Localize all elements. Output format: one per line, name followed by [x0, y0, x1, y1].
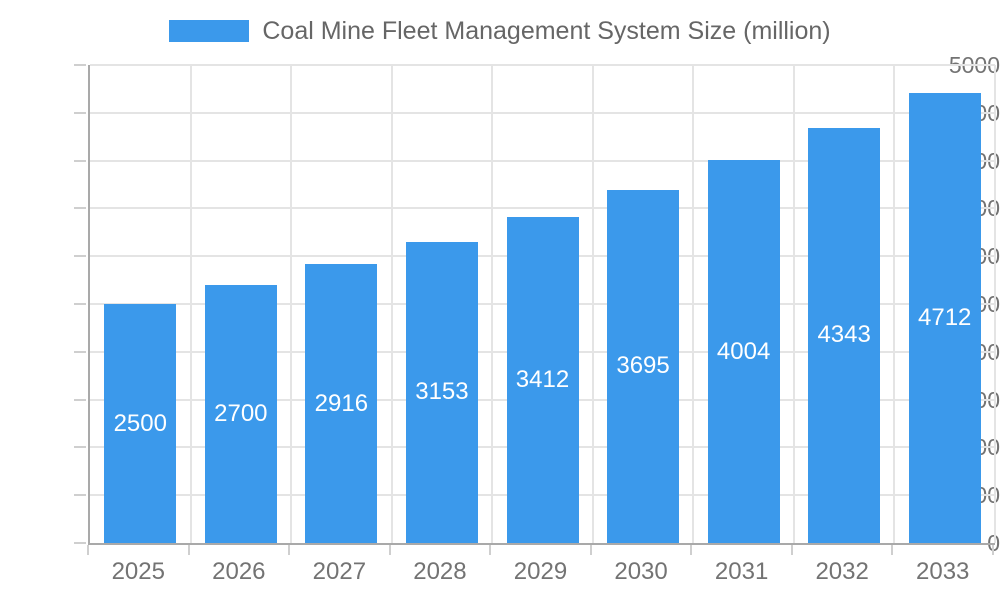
y-gridline: [90, 207, 995, 210]
bar[interactable]: 4004: [707, 160, 780, 543]
y-axis-tick: [74, 494, 86, 497]
x-axis-tick-label: 2028: [413, 558, 467, 585]
y-gridline: [90, 159, 995, 162]
bar-value-label: 3153: [415, 378, 469, 406]
y-axis-tick: [74, 398, 86, 401]
x-axis-tick: [87, 545, 89, 555]
x-axis-tick-label: 2025: [111, 558, 165, 585]
bar-value-label: 3412: [515, 365, 570, 393]
x-axis-tick: [690, 545, 693, 555]
x-axis-tick-label: 2030: [614, 558, 668, 585]
bar-value-label: 4004: [716, 337, 771, 365]
x-axis-tick: [992, 545, 994, 555]
y-axis-tick: [74, 207, 86, 210]
x-axis-tick: [891, 545, 894, 555]
legend-swatch-icon: [169, 20, 250, 42]
y-axis-tick: [74, 542, 86, 544]
bar[interactable]: 3695: [607, 189, 680, 543]
bar[interactable]: 2500: [104, 304, 177, 543]
bar[interactable]: 3153: [405, 241, 478, 543]
x-axis-tick: [388, 545, 391, 555]
y-axis-tick: [74, 350, 86, 353]
bar[interactable]: 4712: [908, 92, 981, 543]
y-axis-tick: [74, 111, 86, 114]
bar-value-label: 4712: [918, 303, 972, 331]
x-axis-tick-label: 2033: [916, 558, 970, 585]
bar[interactable]: 3412: [506, 216, 579, 543]
y-axis-tick: [74, 446, 86, 449]
bar[interactable]: 2916: [305, 264, 378, 543]
bar[interactable]: 2700: [204, 284, 277, 543]
x-axis-tick: [187, 545, 190, 555]
bar-value-label: 2500: [113, 409, 167, 437]
y-gridline: [90, 64, 995, 66]
x-axis-tick-label: 2029: [513, 558, 568, 585]
x-axis-tick: [288, 545, 291, 555]
x-gridline: [792, 65, 795, 543]
x-gridline: [189, 65, 192, 543]
plot-area: 2500 2700 2916 3153 3412 3695 4004 4343 4712: [88, 64, 996, 545]
y-axis-tick: [74, 303, 86, 305]
x-axis-tick: [790, 545, 793, 555]
x-gridline: [290, 65, 293, 543]
bar-value-label: 4343: [817, 321, 871, 349]
x-gridline: [491, 65, 494, 543]
x-gridline: [994, 65, 996, 543]
legend-label: Coal Mine Fleet Management System Size (…: [262, 17, 831, 45]
bar-value-label: 2700: [214, 399, 268, 427]
x-axis-tick: [489, 545, 492, 555]
x-gridline: [390, 65, 393, 543]
x-gridline: [893, 65, 896, 543]
x-axis-tick-label: 2027: [312, 558, 367, 585]
bar[interactable]: 4343: [808, 127, 881, 543]
y-gridline: [90, 111, 995, 114]
x-axis-tick: [589, 545, 592, 555]
x-axis-tick-label: 2026: [212, 558, 266, 585]
y-axis-tick: [74, 64, 86, 66]
x-gridline: [692, 65, 695, 543]
bar-value-label: 2916: [314, 389, 369, 417]
x-axis-tick-label: 2032: [815, 558, 869, 585]
y-axis-tick: [74, 159, 86, 162]
x-axis-tick-label: 2031: [714, 558, 769, 585]
legend-item[interactable]: Coal Mine Fleet Management System Size (…: [0, 16, 1000, 46]
bar-value-label: 3695: [616, 352, 670, 380]
x-gridline: [591, 65, 594, 543]
y-axis-tick: [74, 255, 86, 258]
